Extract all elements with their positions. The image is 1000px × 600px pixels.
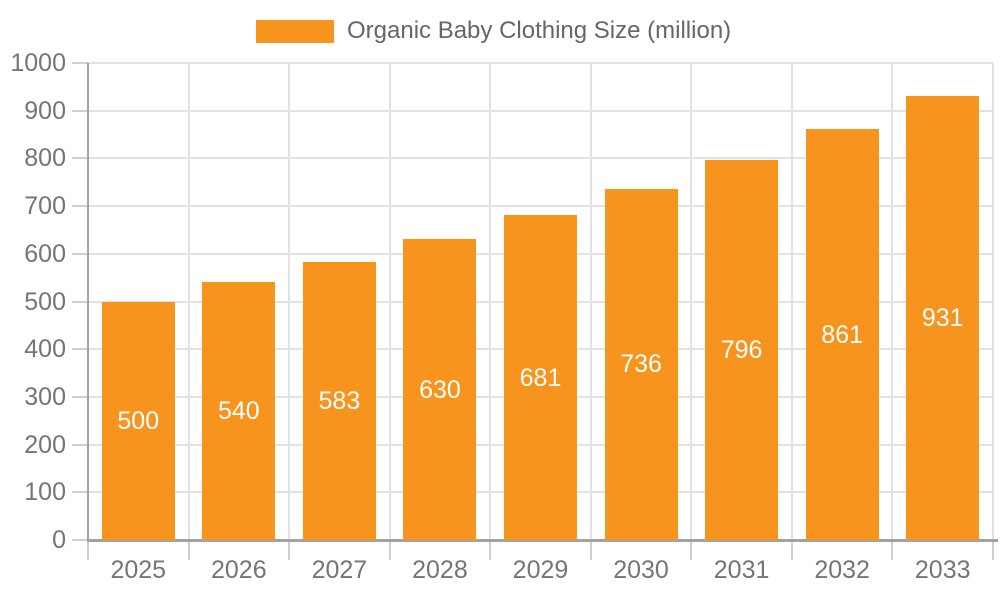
bar[interactable]	[504, 215, 577, 540]
y-axis-tick	[72, 252, 88, 255]
bar-value-label: 540	[217, 397, 260, 426]
y-axis-tick	[72, 300, 88, 303]
x-gridline	[187, 63, 190, 540]
y-axis-label: 100	[24, 478, 66, 507]
y-axis-label: 300	[24, 382, 66, 411]
y-axis-tick	[72, 348, 88, 351]
x-gridline	[388, 63, 391, 540]
bar-value-label: 681	[519, 363, 562, 392]
bar[interactable]	[202, 282, 276, 540]
x-axis-label: 2032	[814, 556, 870, 584]
x-axis-label: 2025	[110, 556, 167, 584]
y-axis-label: 500	[24, 287, 66, 316]
bar-value-label: 500	[117, 406, 160, 435]
x-axis-tick	[891, 540, 894, 560]
x-axis-tick	[489, 540, 492, 560]
legend-swatch	[256, 19, 334, 43]
bar-value-label: 931	[921, 303, 964, 332]
x-gridline	[489, 63, 492, 540]
bar-value-label: 796	[720, 336, 763, 365]
x-axis-tick	[388, 540, 391, 560]
x-gridline	[690, 63, 693, 540]
y-axis-tick	[72, 205, 88, 208]
x-axis-tick	[288, 540, 291, 560]
bar[interactable]	[604, 188, 678, 540]
legend[interactable]: Organic Baby Clothing Size (million)	[256, 18, 731, 44]
y-axis-tick	[72, 443, 88, 446]
bar[interactable]	[302, 261, 376, 540]
y-axis-label: 400	[24, 335, 66, 364]
x-axis-label: 2029	[512, 556, 569, 584]
y-axis-label: 1000	[10, 49, 66, 77]
y-gridline	[88, 109, 993, 112]
x-gridline	[891, 63, 894, 540]
x-axis-tick	[690, 540, 693, 560]
y-gridline	[88, 157, 993, 160]
y-gridline	[88, 205, 993, 208]
y-axis-label: 200	[24, 430, 66, 459]
y-axis-tick	[72, 109, 88, 112]
bar[interactable]	[705, 160, 779, 540]
y-axis-line	[87, 63, 89, 541]
y-axis-tick	[72, 62, 88, 64]
y-axis-tick	[72, 539, 88, 541]
legend-label: Organic Baby Clothing Size (million)	[347, 17, 732, 44]
bar-value-label: 583	[318, 386, 361, 415]
x-gridline	[288, 63, 291, 540]
x-gridline	[589, 63, 592, 540]
x-axis-tick	[992, 540, 994, 560]
bar[interactable]	[805, 129, 879, 540]
x-axis-label: 2030	[613, 556, 669, 584]
x-axis-tick	[87, 540, 89, 560]
y-axis-label: 600	[24, 239, 66, 268]
bar-value-label: 630	[419, 375, 461, 404]
y-axis-label: 900	[24, 96, 66, 125]
y-gridline	[88, 62, 993, 64]
x-gridline	[992, 63, 994, 540]
y-axis-tick	[72, 491, 88, 494]
x-axis-label: 2027	[311, 556, 368, 584]
x-gridline	[790, 63, 793, 540]
x-axis-tick	[790, 540, 793, 560]
x-axis-line	[87, 539, 998, 542]
x-axis-label: 2026	[211, 556, 267, 584]
y-axis-tick	[72, 157, 88, 160]
x-axis-tick	[187, 540, 190, 560]
y-axis-label: 0	[52, 526, 66, 554]
x-axis-label: 2033	[914, 556, 971, 584]
x-axis-tick	[589, 540, 592, 560]
bar-value-label: 736	[620, 350, 662, 379]
bar[interactable]	[906, 95, 980, 540]
y-axis-label: 800	[24, 144, 66, 173]
y-axis-label: 700	[24, 192, 66, 221]
bar-value-label: 861	[821, 320, 864, 349]
bar[interactable]	[101, 301, 175, 540]
x-axis-label: 2028	[412, 556, 468, 584]
x-axis-label: 2031	[713, 556, 770, 584]
y-axis-tick	[72, 395, 88, 398]
bar[interactable]	[403, 239, 477, 540]
